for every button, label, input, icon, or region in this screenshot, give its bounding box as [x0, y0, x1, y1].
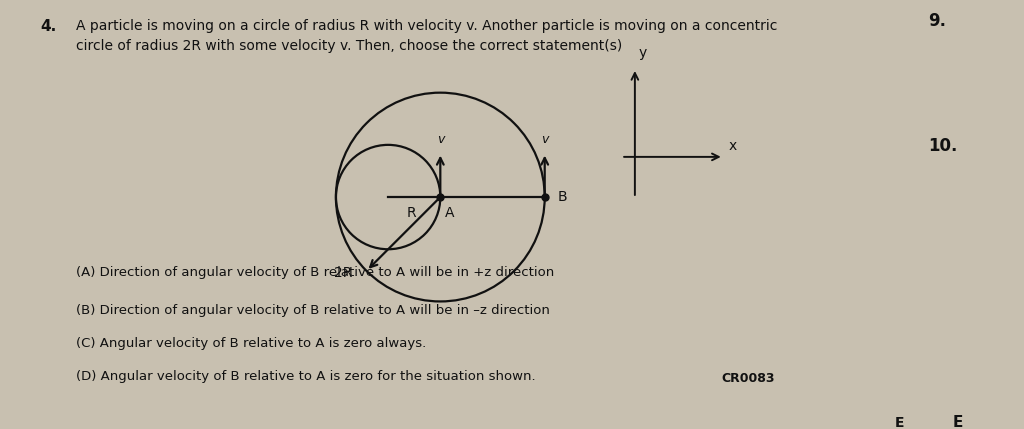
Text: CR0083: CR0083: [722, 372, 775, 385]
Text: (D) Angular velocity of B relative to A is zero for the situation shown.: (D) Angular velocity of B relative to A …: [76, 370, 536, 384]
Text: 10.: 10.: [928, 137, 957, 155]
Text: 2R: 2R: [334, 266, 352, 281]
Text: v: v: [541, 133, 549, 146]
Text: x: x: [729, 139, 737, 154]
Text: A particle is moving on a circle of radius R with velocity v. Another particle i: A particle is moving on a circle of radi…: [76, 19, 777, 53]
Text: B: B: [558, 190, 567, 204]
Text: E: E: [894, 416, 904, 429]
Text: (A) Direction of angular velocity of B relative to A will be in +z direction: (A) Direction of angular velocity of B r…: [76, 266, 554, 279]
Text: (B) Direction of angular velocity of B relative to A will be in –z direction: (B) Direction of angular velocity of B r…: [76, 304, 550, 317]
Text: 4.: 4.: [40, 19, 56, 34]
Text: E: E: [952, 415, 963, 429]
Text: A: A: [445, 206, 455, 221]
Text: y: y: [638, 46, 646, 60]
Text: 9.: 9.: [928, 12, 946, 30]
Text: v: v: [436, 133, 444, 146]
Text: R: R: [407, 206, 417, 221]
Text: (C) Angular velocity of B relative to A is zero always.: (C) Angular velocity of B relative to A …: [76, 337, 426, 350]
